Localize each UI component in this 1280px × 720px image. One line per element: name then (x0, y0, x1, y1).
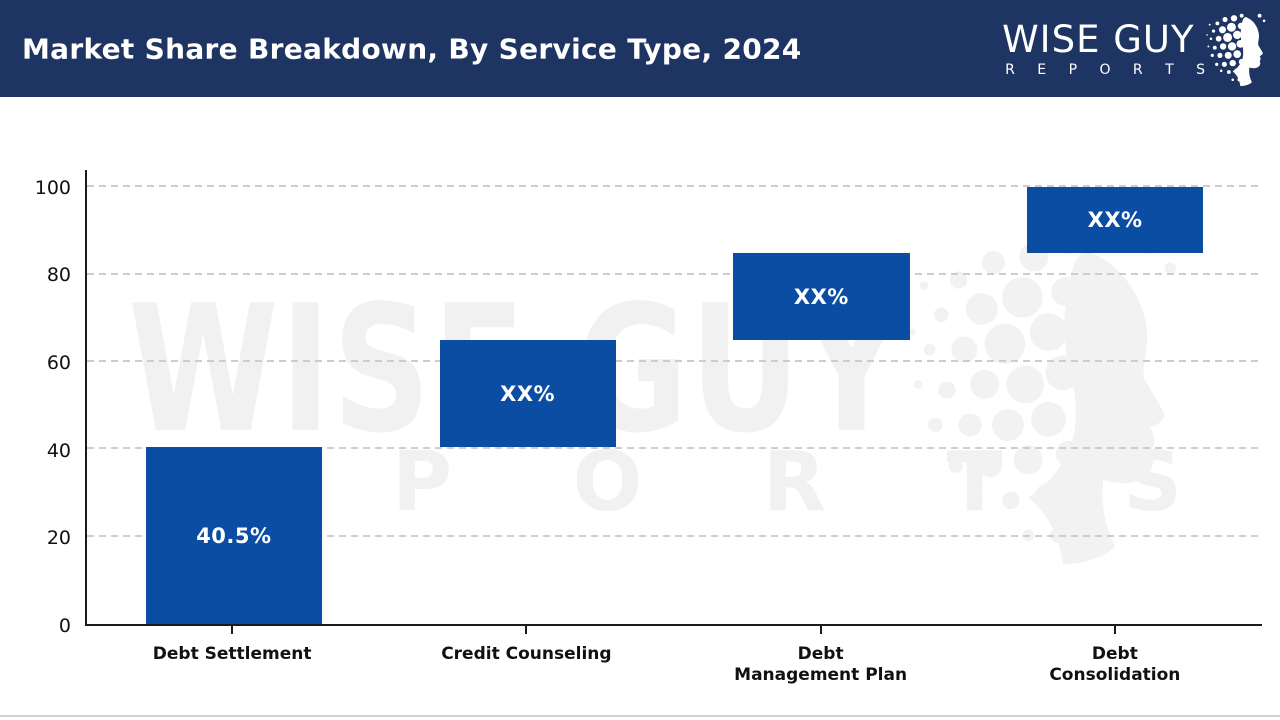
logo-wordmark: WISE GUY (1002, 17, 1195, 61)
x-axis-tick (525, 626, 528, 634)
plot-area: 40.5% XX% XX% XX% (85, 170, 1262, 626)
logo-text: WISE GUY R E P O R T S (1002, 21, 1214, 78)
waterfall-bar-debt-management-plan: XX% (733, 252, 910, 341)
bar-value-label: XX% (500, 381, 556, 406)
gridline (87, 272, 1262, 275)
y-axis-tick-label: 60 (46, 351, 71, 374)
x-category: Debt Consolidation (968, 626, 1262, 687)
x-category-label: Debt Consolidation (1049, 644, 1181, 686)
y-axis-tick-label: 80 (46, 264, 71, 287)
x-category: Debt Management Plan (674, 626, 968, 687)
waterfall-bar-credit-counseling: XX% (439, 340, 616, 448)
chart-title: Market Share Breakdown, By Service Type,… (22, 32, 802, 65)
x-category: Credit Counseling (379, 626, 673, 687)
x-axis-tick (1113, 626, 1116, 634)
x-category-label: Debt Settlement (152, 644, 312, 664)
bar-value-label: 40.5% (196, 523, 272, 548)
gridline (87, 534, 1262, 537)
bar-value-label: XX% (1087, 208, 1143, 233)
logo-subtitle: R E P O R T S (1005, 61, 1214, 78)
x-axis-labels: Debt Settlement Credit Counseling Debt Man… (85, 626, 1262, 687)
bars-layer: 40.5% XX% XX% XX% (87, 170, 1262, 624)
x-category-label: Credit Counseling (441, 644, 612, 664)
y-axis-tick-label: 100 (34, 176, 71, 199)
gridline (87, 447, 1262, 450)
gridline (87, 360, 1262, 363)
gridline (87, 185, 1262, 188)
y-axis-labels: 0 20 40 60 80 100 (0, 170, 78, 637)
x-axis-tick (819, 626, 822, 634)
y-axis-tick-label: 40 (46, 439, 71, 462)
y-axis-tick-label: 20 (46, 527, 71, 550)
header-bar: Market Share Breakdown, By Service Type,… (0, 0, 1280, 97)
head-profile-icon (1202, 10, 1266, 88)
bottom-divider (0, 715, 1280, 717)
waterfall-bar-debt-settlement: 40.5% (145, 447, 322, 624)
x-category: Debt Settlement (85, 626, 379, 687)
wise-guy-reports-logo: WISE GUY R E P O R T S (1002, 6, 1266, 92)
x-category-label: Debt Management Plan (734, 644, 908, 686)
bar-value-label: XX% (793, 284, 849, 309)
y-axis-tick-label: 0 (58, 615, 71, 637)
x-axis-tick (231, 626, 234, 634)
waterfall-bar-debt-consolidation: XX% (1027, 187, 1204, 253)
